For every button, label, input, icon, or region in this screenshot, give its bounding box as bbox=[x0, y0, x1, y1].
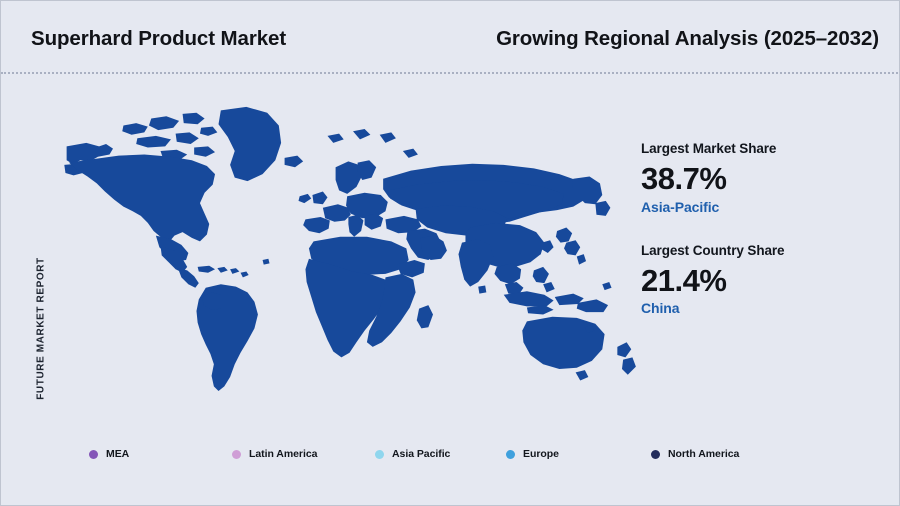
stat-value: 38.7% bbox=[641, 161, 727, 196]
legend-item-mea[interactable]: MEA bbox=[89, 448, 129, 460]
legend-dot-icon bbox=[89, 449, 98, 459]
legend-label: North America bbox=[668, 448, 740, 460]
legend-dot-icon bbox=[375, 449, 384, 459]
legend: MEA Latin America Asia Pacific Europe No… bbox=[89, 448, 789, 468]
header: Superhard Product Market Growing Regiona… bbox=[1, 1, 899, 74]
stat-label: Largest Market Share bbox=[641, 141, 777, 156]
header-divider bbox=[1, 72, 899, 74]
stat-value: 21.4% bbox=[641, 262, 727, 298]
map-landmasses bbox=[64, 106, 636, 391]
world-map-svg bbox=[64, 106, 636, 391]
stat-largest-market-share: Largest Market Share 38.7% Asia-Pacific bbox=[641, 141, 891, 215]
page-subtitle: Growing Regional Analysis (2025–2032) bbox=[496, 27, 879, 50]
stat-region: China bbox=[641, 300, 680, 317]
legend-label: Asia Pacific bbox=[392, 448, 451, 460]
page-title: Superhard Product Market bbox=[31, 27, 287, 50]
brand-vertical-label: FUTURE MARKET REPORT bbox=[35, 257, 47, 400]
legend-item-north-america[interactable]: North America bbox=[651, 448, 739, 460]
stat-largest-country-share: Largest Country Share 21.4% China bbox=[641, 243, 891, 317]
legend-dot-icon bbox=[651, 449, 660, 459]
legend-label: Europe bbox=[523, 448, 559, 460]
legend-dot-icon bbox=[506, 449, 515, 459]
legend-item-europe[interactable]: Europe bbox=[506, 448, 559, 460]
stat-region: Asia-Pacific bbox=[641, 198, 720, 215]
legend-dot-icon bbox=[232, 449, 241, 459]
legend-label: Latin America bbox=[249, 448, 318, 460]
stats-panel: Largest Market Share 38.7% Asia-Pacific … bbox=[641, 141, 891, 344]
legend-label: MEA bbox=[106, 448, 130, 460]
legend-item-latin-america[interactable]: Latin America bbox=[232, 448, 317, 460]
legend-item-asia-pacific[interactable]: Asia Pacific bbox=[375, 448, 450, 460]
world-map bbox=[63, 93, 643, 413]
stat-label: Largest Country Share bbox=[641, 242, 785, 258]
